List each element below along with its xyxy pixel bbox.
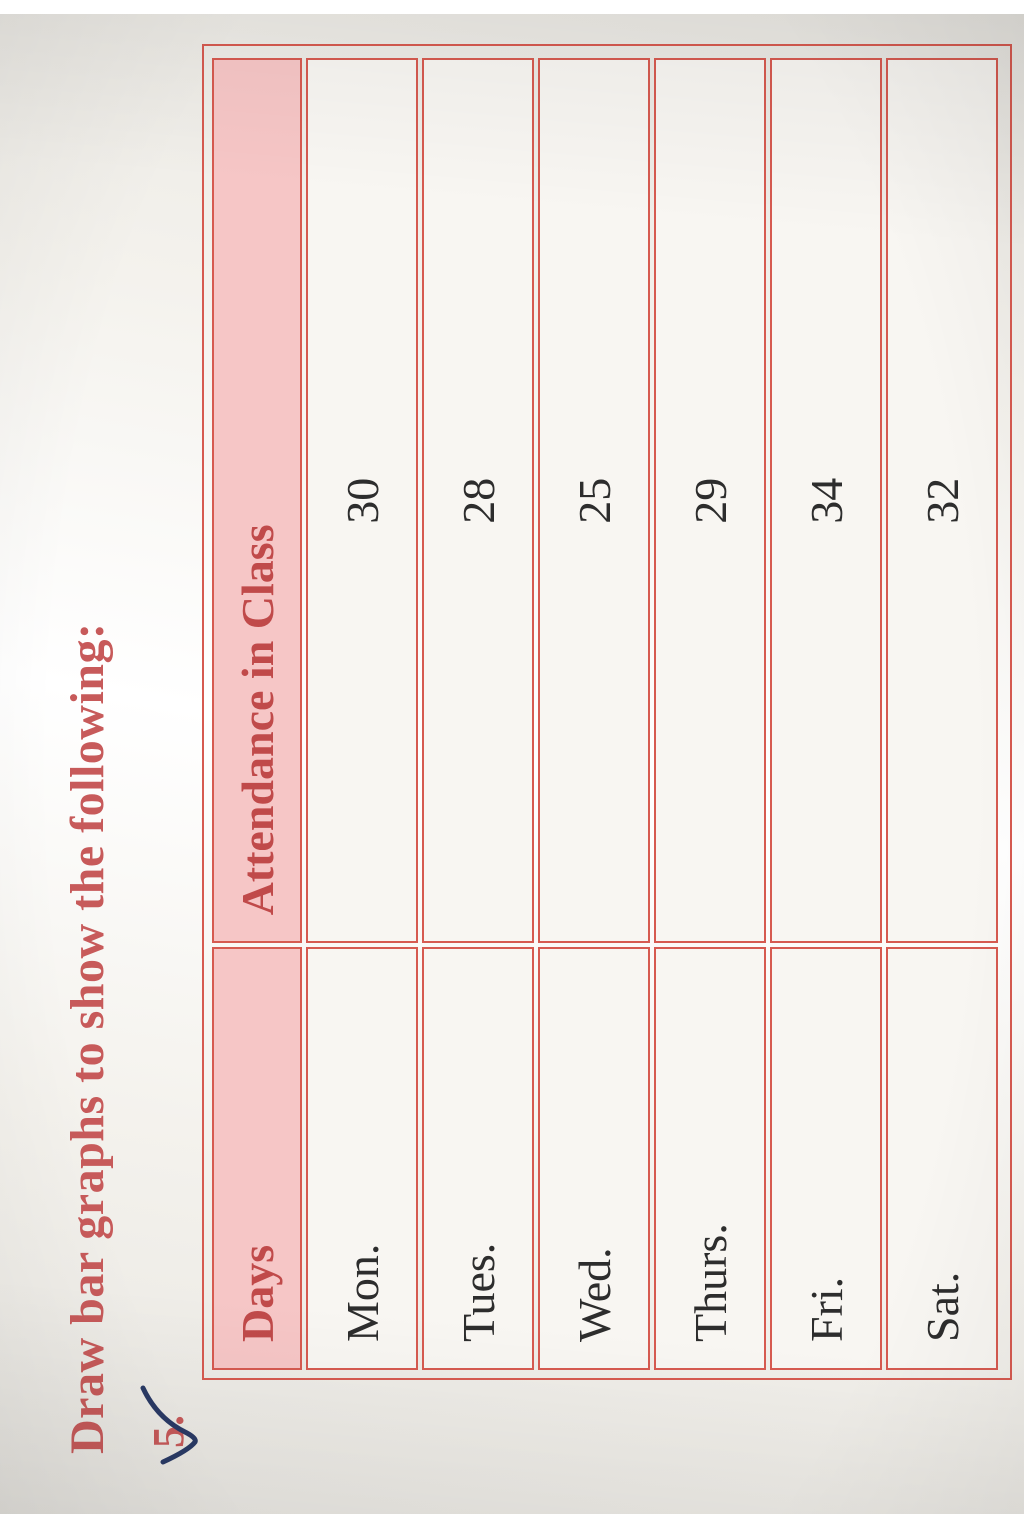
cell-day: Sat. <box>886 947 998 1370</box>
table-row: Sat. 32 <box>886 58 998 1370</box>
table-header-row: Days Attendance in Class <box>212 58 302 1370</box>
cell-value: 28 <box>422 58 534 943</box>
cell-day: Mon. <box>306 947 418 1370</box>
col-header-days: Days <box>212 947 302 1370</box>
table-row: Wed. 25 <box>538 58 650 1370</box>
cell-day: Fri. <box>770 947 882 1370</box>
table-row: Tues. 28 <box>422 58 534 1370</box>
attendance-table: Days Attendance in Class Mon. 30 Tues. 2… <box>208 54 1002 1374</box>
cell-day: Thurs. <box>654 947 766 1370</box>
cell-value: 32 <box>886 58 998 943</box>
cell-value: 30 <box>306 58 418 943</box>
cell-day: Wed. <box>538 947 650 1370</box>
col-header-attendance: Attendance in Class <box>212 58 302 943</box>
cell-day: Tues. <box>422 947 534 1370</box>
worksheet-page: Draw bar graphs to show the following: 5… <box>0 14 1024 1514</box>
table-row: Fri. 34 <box>770 58 882 1370</box>
question-number-wrap: 5. <box>143 1415 194 1448</box>
instruction-title: Draw bar graphs to show the following: <box>60 54 115 1454</box>
table-row: Mon. 30 <box>306 58 418 1370</box>
question-number: 5. <box>144 1415 193 1448</box>
cell-value: 25 <box>538 58 650 943</box>
cell-value: 29 <box>654 58 766 943</box>
table-row: Thurs. 29 <box>654 58 766 1370</box>
cell-value: 34 <box>770 58 882 943</box>
